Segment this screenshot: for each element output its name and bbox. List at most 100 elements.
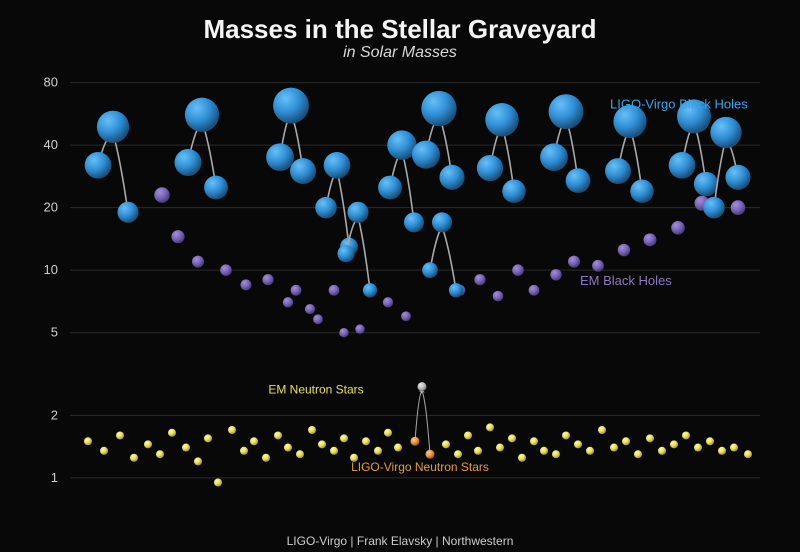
scatter-plot: 12510204080LIGO-Virgo Black HolesEM Blac…	[0, 0, 800, 552]
ligo-bh-progenitor	[449, 283, 463, 297]
ligo-bh-progenitor	[422, 262, 438, 278]
em-bh-point	[401, 311, 411, 321]
ligo-bh-final	[421, 91, 456, 126]
em-ns-point	[84, 437, 92, 445]
em-ns-point	[486, 423, 494, 431]
ligo-bh-final	[710, 117, 741, 148]
em-ns-point	[442, 440, 450, 448]
ligo-ns-progenitor	[411, 437, 420, 446]
em-ns-point	[228, 426, 236, 434]
ligo-bh-progenitor	[266, 143, 294, 171]
ligo-bh-final	[485, 103, 518, 136]
chart-stage: Masses in the Stellar Graveyard in Solar…	[0, 0, 800, 552]
em-ns-point	[718, 447, 726, 455]
em-bh-point	[313, 314, 323, 324]
em-ns-point	[562, 431, 570, 439]
em-ns-point	[658, 447, 666, 455]
ligo-bh-progenitor	[725, 165, 750, 190]
em-ns-point	[274, 431, 282, 439]
em-ns-point	[622, 437, 630, 445]
em-ns-point	[100, 447, 108, 455]
em-ns-point	[586, 447, 594, 455]
ligo-bh-progenitor	[290, 158, 316, 184]
em-ns-point	[240, 447, 248, 455]
em-bh-point	[592, 260, 604, 272]
em-bh-point	[550, 269, 561, 280]
ligo-bh-progenitor	[502, 180, 525, 203]
em-ns-point	[744, 450, 752, 458]
ligo-bh-progenitor	[694, 172, 718, 196]
category-label: EM Neutron Stars	[268, 382, 363, 396]
em-bh-point	[731, 200, 746, 215]
em-ns-point	[144, 440, 152, 448]
em-ns-point	[682, 431, 690, 439]
category-label: EM Black Holes	[580, 273, 672, 288]
ligo-ns-progenitor	[426, 450, 435, 459]
em-ns-point	[634, 450, 642, 458]
em-bh-point	[383, 297, 393, 307]
em-ns-point	[598, 426, 606, 434]
ligo-bh-progenitor	[630, 180, 653, 203]
em-ns-point	[384, 429, 392, 437]
ligo-bh-progenitor	[363, 283, 377, 297]
ligo-bh-final	[347, 202, 368, 223]
em-ns-point	[464, 431, 472, 439]
em-ns-point	[362, 437, 370, 445]
em-bh-point	[339, 328, 348, 337]
ligo-bh-progenitor	[204, 176, 228, 200]
em-ns-point	[530, 437, 538, 445]
em-ns-point	[508, 434, 516, 442]
em-ns-point	[540, 447, 548, 455]
ligo-bh-progenitor	[669, 152, 696, 179]
em-bh-point	[568, 256, 580, 268]
em-bh-point	[262, 274, 273, 285]
ligo-bh-final	[324, 152, 351, 179]
em-ns-point	[156, 450, 164, 458]
em-ns-point	[374, 447, 382, 455]
em-ns-point	[284, 444, 292, 452]
em-ns-point	[394, 444, 402, 452]
category-label: LIGO-Virgo Black Holes	[610, 97, 748, 112]
em-ns-point	[694, 444, 702, 452]
ligo-bh-final	[273, 88, 309, 124]
em-ns-point	[204, 434, 212, 442]
em-bh-point	[154, 187, 170, 203]
ligo-bh-progenitor	[174, 149, 201, 176]
em-bh-point	[644, 233, 657, 246]
em-ns-point	[610, 444, 618, 452]
em-ns-point	[646, 434, 654, 442]
ligo-bh-progenitor	[117, 202, 138, 223]
em-bh-point	[529, 285, 540, 296]
em-ns-point	[670, 440, 678, 448]
em-ns-point	[250, 437, 258, 445]
em-ns-point	[308, 426, 316, 434]
em-ns-point	[330, 447, 338, 455]
em-ns-point	[340, 434, 348, 442]
em-ns-point	[454, 450, 462, 458]
em-ns-point	[168, 429, 176, 437]
ligo-bh-progenitor	[540, 143, 568, 171]
em-bh-point	[241, 279, 252, 290]
em-ns-point	[182, 444, 190, 452]
y-tick-label: 1	[51, 470, 58, 485]
ligo-bh-final	[97, 111, 129, 143]
y-tick-label: 2	[51, 407, 58, 422]
em-ns-point	[214, 478, 222, 486]
em-bh-point	[220, 264, 232, 276]
em-bh-point	[618, 244, 630, 256]
ligo-bh-progenitor	[337, 245, 354, 262]
em-ns-point	[518, 454, 526, 462]
ligo-ns-remnant	[418, 382, 427, 391]
em-bh-point	[355, 324, 364, 333]
em-ns-point	[474, 447, 482, 455]
em-bh-point	[671, 221, 685, 235]
credit-line: LIGO-Virgo | Frank Elavsky | Northwester…	[0, 534, 800, 548]
em-bh-point	[512, 264, 524, 276]
em-bh-point	[474, 274, 485, 285]
em-ns-point	[496, 444, 504, 452]
y-tick-label: 80	[44, 75, 58, 90]
ligo-bh-final	[432, 212, 452, 232]
ligo-bh-progenitor	[703, 197, 725, 219]
em-ns-point	[130, 454, 138, 462]
ligo-bh-progenitor	[315, 197, 337, 219]
